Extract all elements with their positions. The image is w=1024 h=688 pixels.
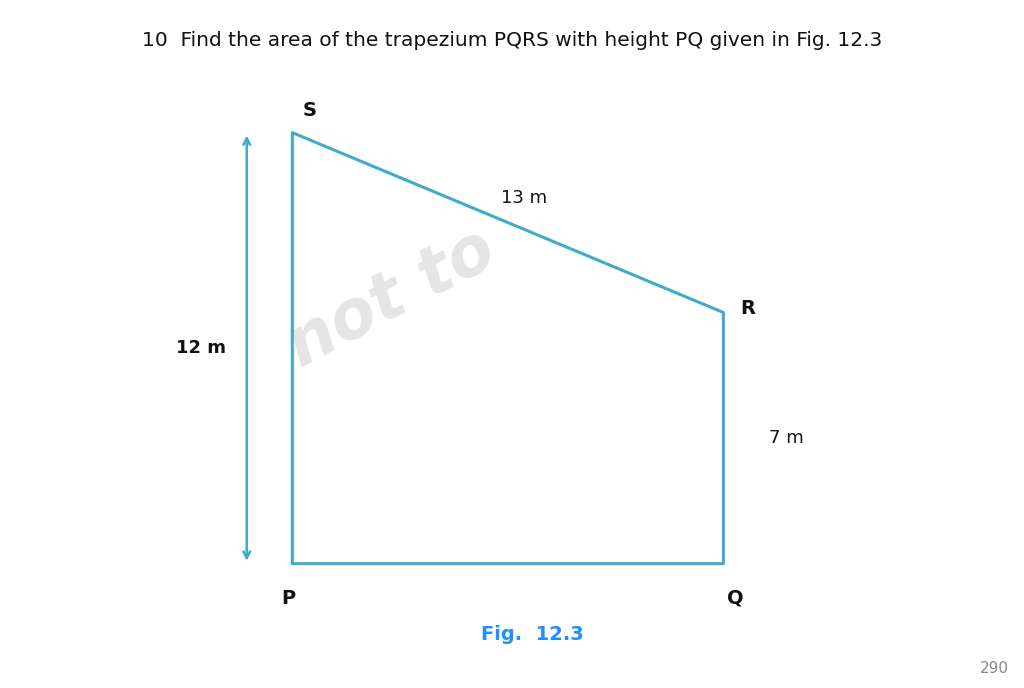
Text: 10  Find the area of the trapezium PQRS with height PQ given in Fig. 12.3: 10 Find the area of the trapezium PQRS w…	[142, 31, 882, 50]
Text: Fig.  12.3: Fig. 12.3	[481, 625, 584, 643]
Text: Q: Q	[727, 588, 744, 608]
Text: 290: 290	[980, 660, 1009, 676]
Text: P: P	[282, 588, 295, 608]
Text: R: R	[740, 299, 755, 318]
Text: 12 m: 12 m	[176, 339, 226, 357]
Text: 7 m: 7 m	[769, 429, 804, 447]
Text: 13 m: 13 m	[502, 189, 548, 206]
Text: not to: not to	[276, 216, 507, 380]
Text: S: S	[302, 101, 316, 120]
